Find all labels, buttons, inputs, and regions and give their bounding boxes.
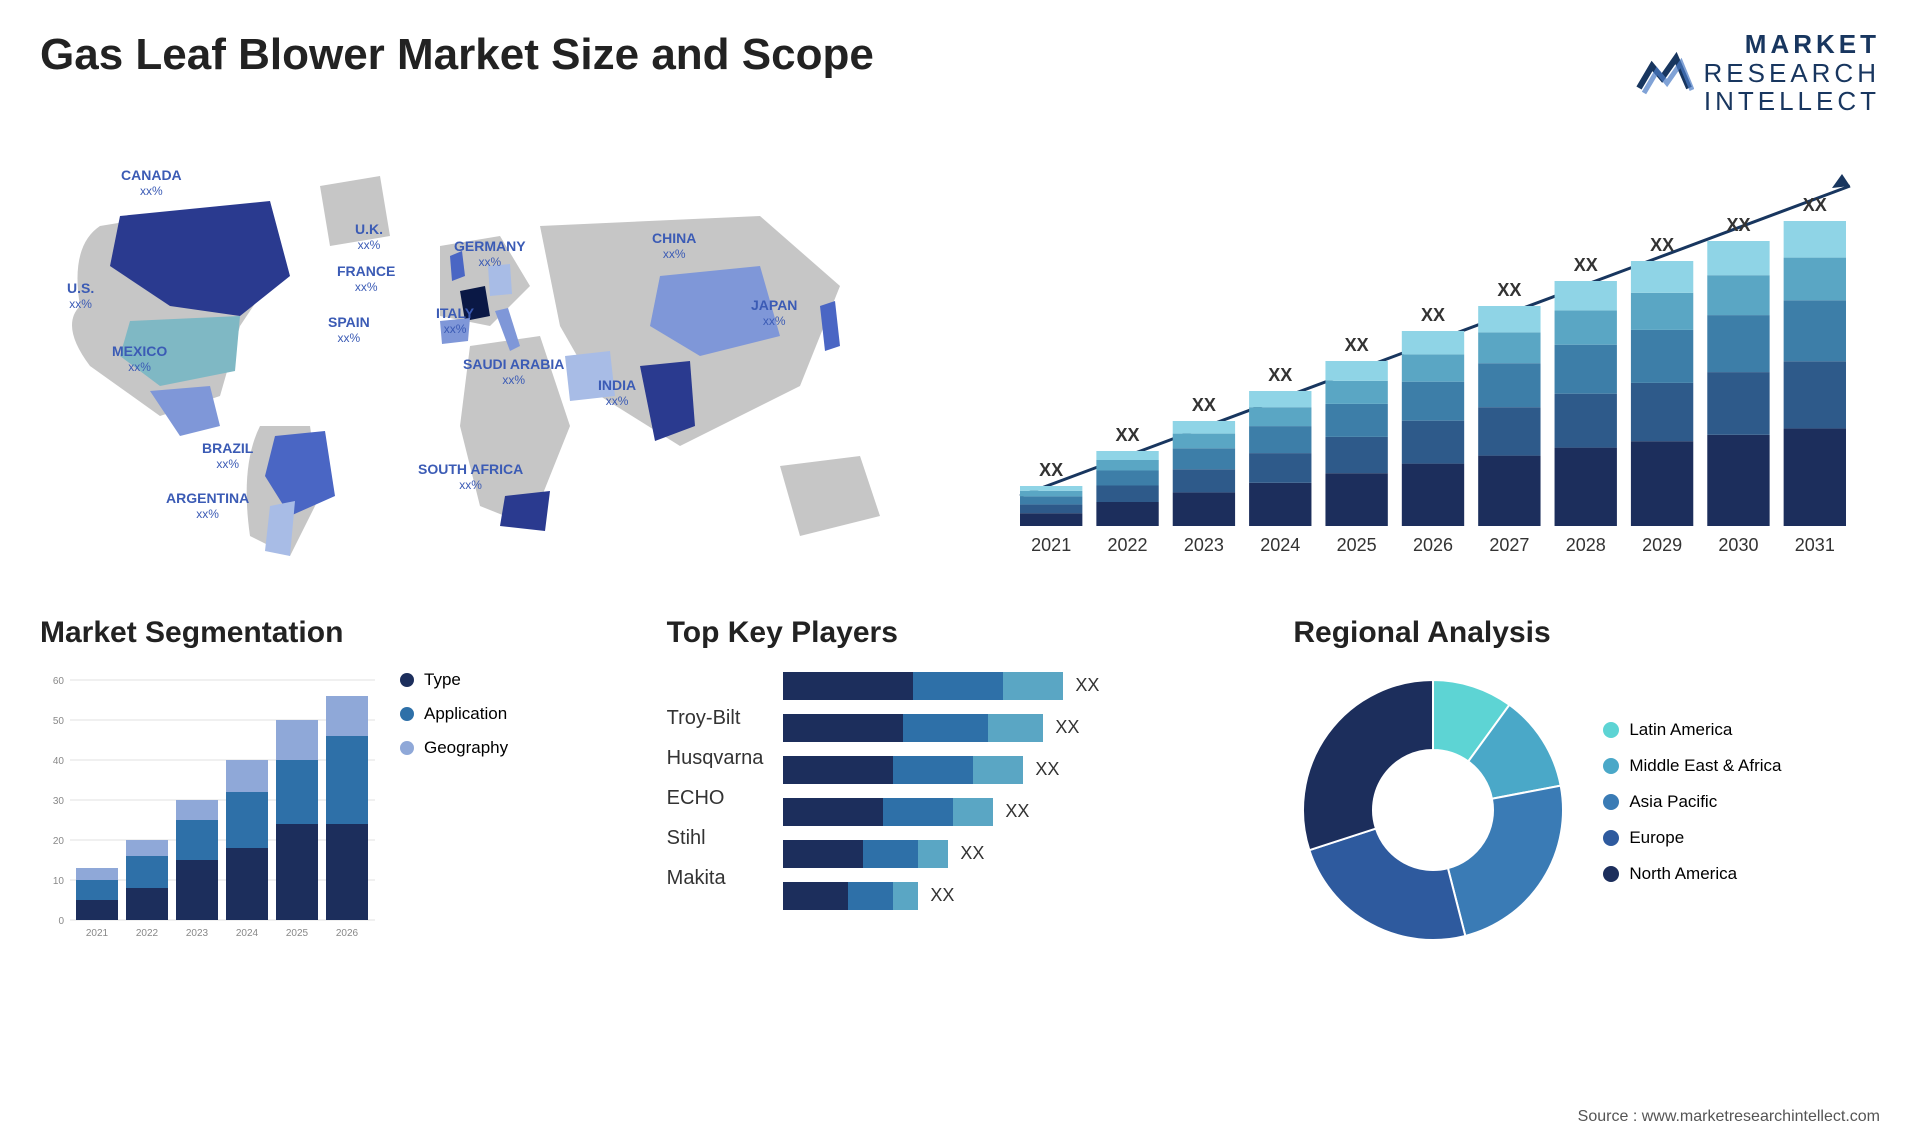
legend-item: North America: [1603, 864, 1781, 884]
map-label: CHINAxx%: [652, 230, 696, 261]
world-map: CANADAxx% U.S.xx% MEXICOxx% BRAZILxx% ARGENT…: [40, 146, 940, 566]
svg-text:40: 40: [53, 756, 65, 767]
svg-text:2030: 2030: [1718, 535, 1758, 555]
player-bar-value: XX: [1075, 675, 1099, 696]
legend-item: Asia Pacific: [1603, 792, 1781, 812]
svg-text:XX: XX: [1574, 255, 1598, 275]
svg-text:XX: XX: [1192, 395, 1216, 415]
player-name: ECHO: [667, 778, 764, 818]
svg-text:20: 20: [53, 836, 65, 847]
segmentation-bars-svg: 0 10 20 30 40 50 60 2021 2022 2023 2024 2025 2026: [40, 670, 380, 950]
regional-title: Regional Analysis: [1293, 616, 1880, 650]
player-bar-value: XX: [1005, 801, 1029, 822]
map-label: FRANCExx%: [337, 263, 395, 294]
legend-item: Latin America: [1603, 720, 1781, 740]
regional-panel: Regional Analysis Latin America Middle Ea…: [1293, 616, 1880, 950]
logo: MARKET RESEARCH INTELLECT: [1634, 30, 1880, 116]
growth-chart: XX 2021 XX 2022 XX 2023 XX 2024 XX 2025 XX 2026 XX 20…: [980, 146, 1880, 566]
svg-text:2025: 2025: [1337, 535, 1377, 555]
logo-line3: INTELLECT: [1704, 87, 1880, 116]
svg-text:30: 30: [53, 796, 65, 807]
player-bar-row: XX: [783, 754, 1253, 786]
logo-line1: MARKET: [1704, 30, 1880, 59]
svg-text:60: 60: [53, 676, 65, 687]
player-bar-value: XX: [1055, 717, 1079, 738]
legend-item: Europe: [1603, 828, 1781, 848]
svg-text:2022: 2022: [1108, 535, 1148, 555]
logo-line2: RESEARCH: [1704, 59, 1880, 88]
player-bar-value: XX: [930, 885, 954, 906]
source-text: Source : www.marketresearchintellect.com: [1578, 1108, 1880, 1126]
svg-text:2031: 2031: [1795, 535, 1835, 555]
map-label: CANADAxx%: [121, 167, 182, 198]
svg-text:2023: 2023: [186, 928, 209, 939]
player-bar-value: XX: [960, 843, 984, 864]
svg-text:XX: XX: [1039, 460, 1063, 480]
legend-item: Application: [400, 704, 508, 724]
player-name: Troy-Bilt: [667, 698, 764, 738]
map-label: ARGENTINAxx%: [166, 490, 249, 521]
page-title: Gas Leaf Blower Market Size and Scope: [40, 30, 874, 80]
map-label: GERMANYxx%: [454, 238, 526, 269]
svg-text:2022: 2022: [136, 928, 159, 939]
svg-text:XX: XX: [1497, 280, 1521, 300]
player-bar-row: XX: [783, 670, 1253, 702]
player-bar-row: XX: [783, 712, 1253, 744]
svg-text:2027: 2027: [1489, 535, 1529, 555]
player-name: Stihl: [667, 818, 764, 858]
svg-text:2021: 2021: [1031, 535, 1071, 555]
segmentation-title: Market Segmentation: [40, 616, 627, 650]
svg-text:XX: XX: [1803, 195, 1827, 215]
regional-legend: Latin America Middle East & Africa Asia Pa…: [1603, 720, 1781, 900]
players-labels: Troy-BiltHusqvarnaECHOStihlMakita: [667, 670, 764, 898]
svg-text:XX: XX: [1726, 215, 1750, 235]
svg-text:2024: 2024: [1260, 535, 1300, 555]
svg-text:XX: XX: [1421, 305, 1445, 325]
segmentation-panel: Market Segmentation 0 10 20 30 40 50 60 2021 202…: [40, 616, 627, 950]
donut-svg: [1293, 670, 1573, 950]
svg-text:50: 50: [53, 716, 65, 727]
svg-text:2029: 2029: [1642, 535, 1682, 555]
map-label: JAPANxx%: [751, 297, 797, 328]
svg-text:2023: 2023: [1184, 535, 1224, 555]
player-bar-row: XX: [783, 838, 1253, 870]
map-label: SAUDI ARABIAxx%: [463, 356, 564, 387]
svg-text:XX: XX: [1345, 335, 1369, 355]
svg-text:2025: 2025: [286, 928, 309, 939]
growth-bars-svg: XX 2021 XX 2022 XX 2023 XX 2024 XX 2025 XX 2026 XX 20…: [980, 146, 1880, 566]
map-label: U.S.xx%: [67, 280, 94, 311]
player-bar-row: XX: [783, 880, 1253, 912]
svg-text:2021: 2021: [86, 928, 109, 939]
map-label: SPAINxx%: [328, 314, 370, 345]
logo-icon: [1634, 48, 1694, 98]
svg-text:2026: 2026: [1413, 535, 1453, 555]
regional-donut: [1293, 670, 1573, 950]
legend-item: Geography: [400, 738, 508, 758]
map-label: BRAZILxx%: [202, 440, 253, 471]
players-panel: Top Key Players Troy-BiltHusqvarnaECHOSt…: [667, 616, 1254, 950]
map-label: SOUTH AFRICAxx%: [418, 461, 523, 492]
svg-text:10: 10: [53, 876, 65, 887]
player-bar-row: XX: [783, 796, 1253, 828]
svg-text:0: 0: [58, 916, 64, 927]
map-label: ITALYxx%: [436, 305, 474, 336]
players-title: Top Key Players: [667, 616, 1254, 650]
player-name: Husqvarna: [667, 738, 764, 778]
svg-text:2024: 2024: [236, 928, 259, 939]
svg-text:XX: XX: [1116, 425, 1140, 445]
player-name: Makita: [667, 858, 764, 898]
player-bar-value: XX: [1035, 759, 1059, 780]
svg-text:XX: XX: [1650, 235, 1674, 255]
map-label: INDIAxx%: [598, 377, 636, 408]
map-label: U.K.xx%: [355, 221, 383, 252]
svg-text:XX: XX: [1268, 365, 1292, 385]
segmentation-legend: Type Application Geography: [400, 670, 508, 950]
legend-item: Type: [400, 670, 508, 690]
players-bars: XX XX XX XX XX XX: [783, 670, 1253, 922]
svg-text:2026: 2026: [336, 928, 359, 939]
svg-text:2028: 2028: [1566, 535, 1606, 555]
legend-item: Middle East & Africa: [1603, 756, 1781, 776]
map-label: MEXICOxx%: [112, 343, 167, 374]
